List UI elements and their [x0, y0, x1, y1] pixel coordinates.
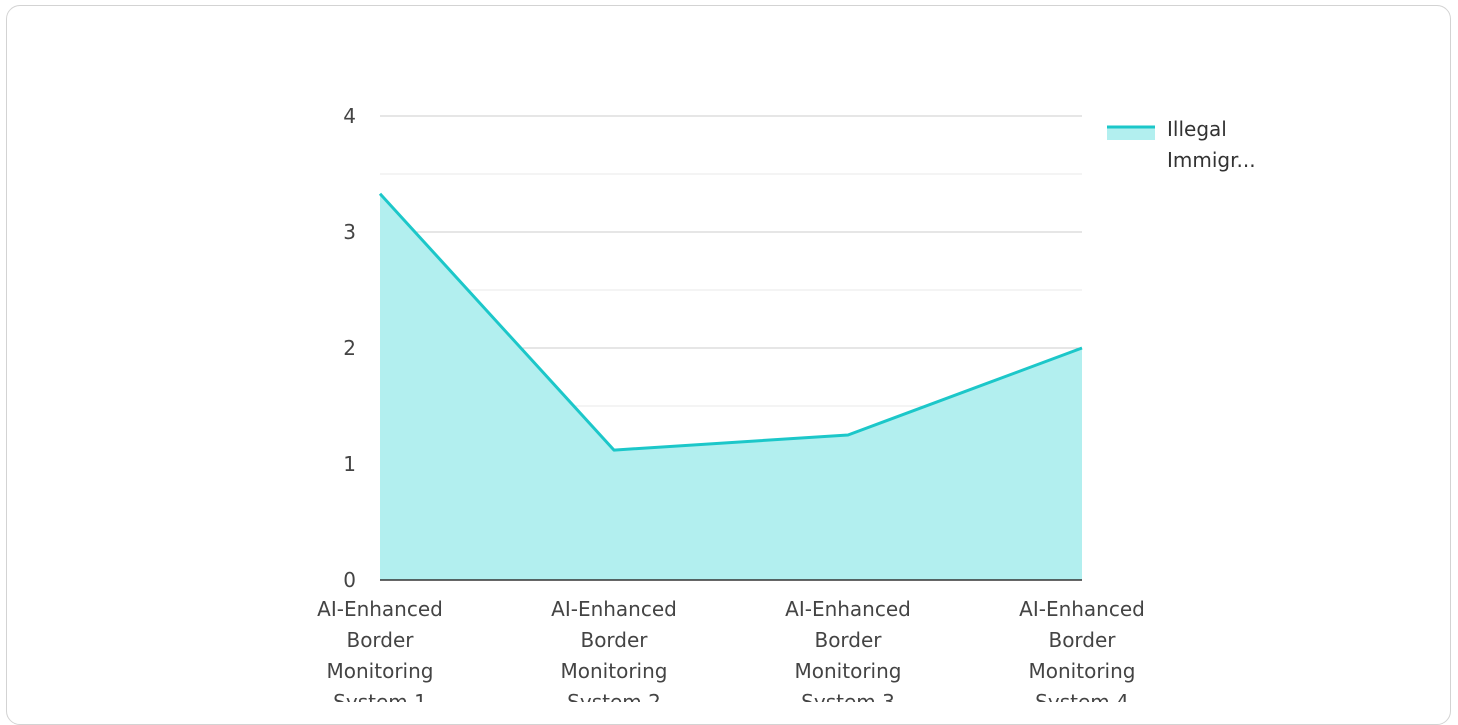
y-tick-label: 4 — [343, 104, 356, 128]
x-tick-label: AI-Enhanced Border Monitoring System 1 — [317, 597, 443, 702]
y-tick-label: 1 — [343, 452, 356, 476]
y-tick-label: 3 — [343, 220, 356, 244]
legend-label: Illegal Immigr... — [1167, 117, 1256, 172]
x-axis-ticks: AI-Enhanced Border Monitoring System 1 AI-En… — [317, 597, 1145, 702]
data-point-1[interactable] — [377, 191, 383, 197]
data-point-3[interactable] — [845, 432, 851, 438]
series-area-fill — [380, 193, 1082, 580]
data-point-4[interactable] — [1079, 345, 1085, 351]
x-tick-label: AI-Enhanced Border Monitoring System 3 — [785, 597, 911, 702]
legend-swatch-fill — [1107, 127, 1155, 140]
x-tick-label: AI-Enhanced Border Monitoring System 4 — [1019, 597, 1145, 702]
area-chart: 0 1 2 3 4 AI-Enhanced Border Monitoring System … — [317, 104, 1256, 702]
chart-card — [6, 5, 1451, 725]
legend[interactable]: Illegal Immigr... — [1107, 117, 1256, 172]
x-tick-label: AI-Enhanced Border Monitoring System 2 — [551, 597, 677, 702]
y-tick-label: 2 — [343, 336, 356, 360]
series-area — [377, 191, 1085, 581]
y-tick-label: 0 — [343, 568, 356, 592]
y-axis-ticks: 0 1 2 3 4 — [343, 104, 356, 592]
series-line[interactable] — [378, 192, 1083, 452]
data-point-2[interactable] — [611, 447, 617, 453]
